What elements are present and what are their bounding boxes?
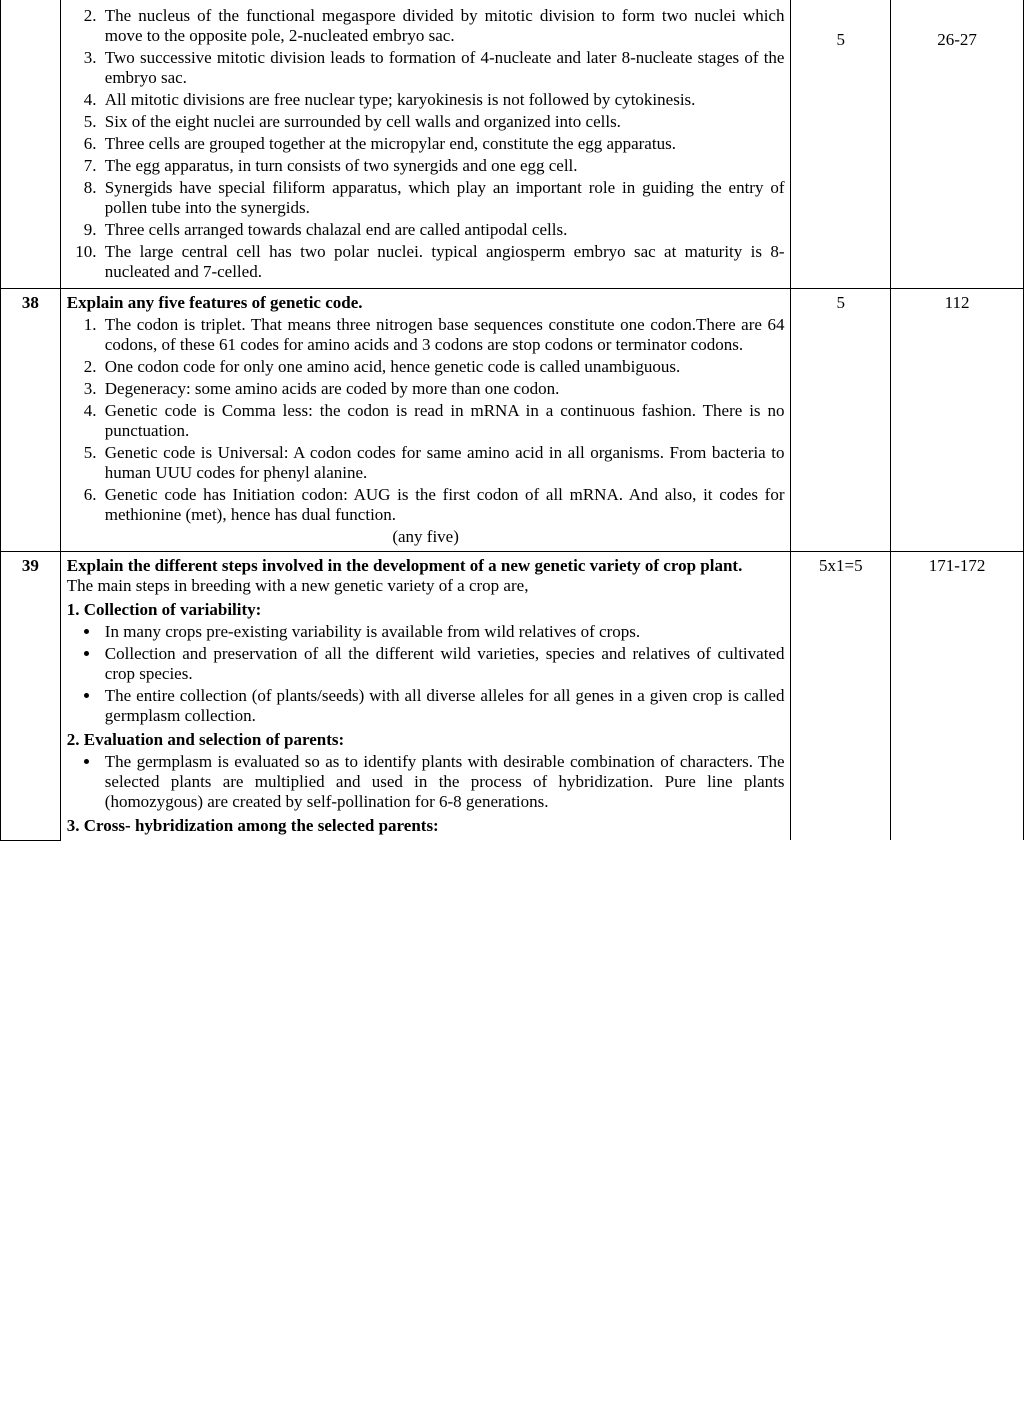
list-item: Synergids have special filiform apparatu…	[101, 178, 785, 218]
page-ref-cell: 26-27	[891, 0, 1024, 289]
subheading: 1. Collection of variability:	[67, 600, 785, 620]
numbered-list: The codon is triplet. That means three n…	[67, 315, 785, 525]
list-item: In many crops pre-existing variability i…	[101, 622, 785, 642]
question-number: 38	[1, 289, 61, 552]
marks-cell: 5x1=5	[791, 552, 891, 841]
answer-content: Explain any five features of genetic cod…	[60, 289, 791, 552]
list-item: Three cells are grouped together at the …	[101, 134, 785, 154]
table-row: 38 Explain any five features of genetic …	[1, 289, 1024, 552]
list-item: Genetic code is Comma less: the codon is…	[101, 401, 785, 441]
subheading: 3. Cross- hybridization among the select…	[67, 816, 785, 836]
list-item: The large central cell has two polar nuc…	[101, 242, 785, 282]
list-item: The nucleus of the functional megaspore …	[101, 6, 785, 46]
list-item: Genetic code has Initiation codon: AUG i…	[101, 485, 785, 525]
list-item: One codon code for only one amino acid, …	[101, 357, 785, 377]
list-item: Three cells arranged towards chalazal en…	[101, 220, 785, 240]
page-ref-cell: 171-172	[891, 552, 1024, 841]
list-item: All mitotic divisions are free nuclear t…	[101, 90, 785, 110]
list-item: Genetic code is Universal: A codon codes…	[101, 443, 785, 483]
note-text: (any five)	[67, 527, 785, 547]
marks-cell: 5	[791, 0, 891, 289]
list-item: Six of the eight nuclei are surrounded b…	[101, 112, 785, 132]
numbered-list: The nucleus of the functional megaspore …	[67, 6, 785, 282]
list-item: The codon is triplet. That means three n…	[101, 315, 785, 355]
question-heading: Explain any five features of genetic cod…	[67, 293, 785, 313]
page-ref-cell: 112	[891, 289, 1024, 552]
bullet-list: In many crops pre-existing variability i…	[67, 622, 785, 726]
question-number	[1, 0, 61, 289]
answer-key-table: The nucleus of the functional megaspore …	[0, 0, 1024, 841]
marks-cell: 5	[791, 289, 891, 552]
list-item: The entire collection (of plants/seeds) …	[101, 686, 785, 726]
table-row: 39 Explain the different steps involved …	[1, 552, 1024, 841]
bullet-list: The germplasm is evaluated so as to iden…	[67, 752, 785, 812]
table-row: The nucleus of the functional megaspore …	[1, 0, 1024, 289]
subheading: 2. Evaluation and selection of parents:	[67, 730, 785, 750]
question-number: 39	[1, 552, 61, 841]
question-heading: Explain the different steps involved in …	[67, 556, 785, 576]
list-item: The egg apparatus, in turn consists of t…	[101, 156, 785, 176]
list-item: The germplasm is evaluated so as to iden…	[101, 752, 785, 812]
list-item: Collection and preservation of all the d…	[101, 644, 785, 684]
list-item-text: The codon is triplet. That means three n…	[105, 315, 785, 354]
intro-text: The main steps in breeding with a new ge…	[67, 576, 785, 596]
list-item: Two successive mitotic division leads to…	[101, 48, 785, 88]
answer-content: The nucleus of the functional megaspore …	[60, 0, 791, 289]
list-item: Degeneracy: some amino acids are coded b…	[101, 379, 785, 399]
answer-content: Explain the different steps involved in …	[60, 552, 791, 841]
